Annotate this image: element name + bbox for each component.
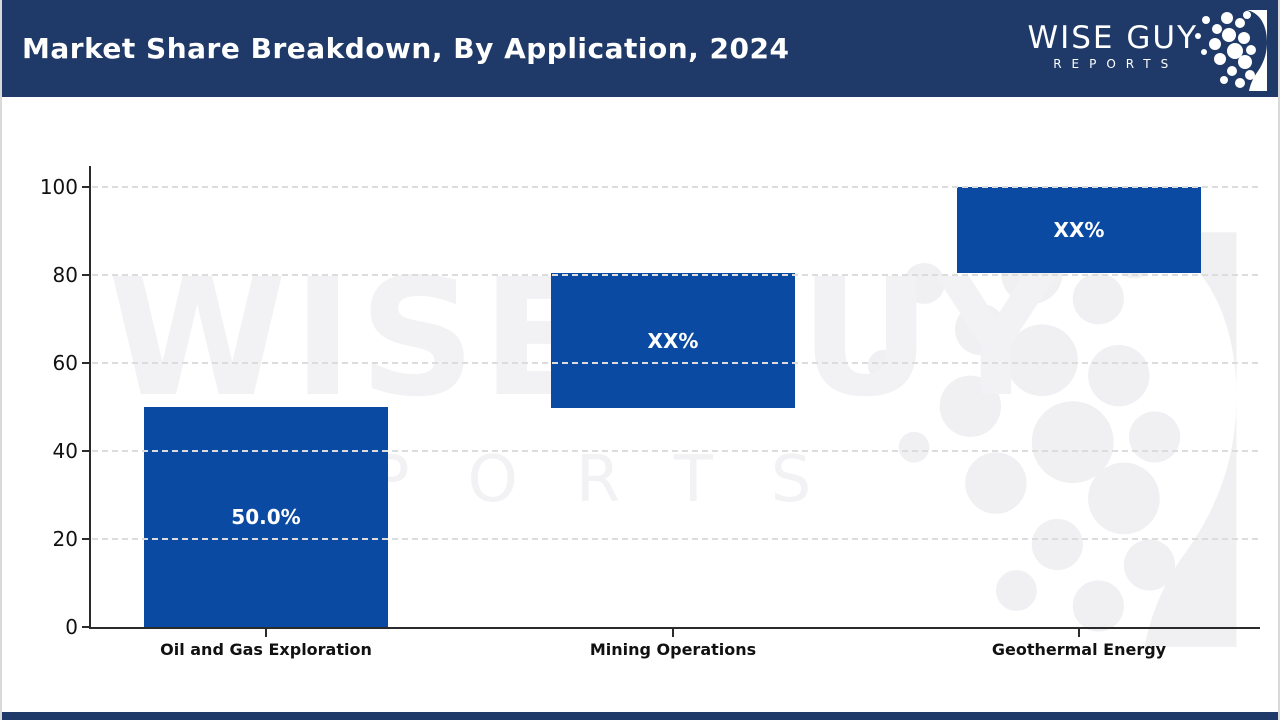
category-label-mining: Mining Operations [589,640,757,659]
y-axis-line [89,166,91,629]
gridline-80 [92,274,1258,276]
gridline-40 [92,450,1258,452]
y-tick [82,362,90,364]
bar-geothermal-energy: XX% [957,187,1201,273]
y-tick-label: 100 [39,175,78,199]
y-tick [82,450,90,452]
y-tick-label: 60 [52,351,78,375]
x-tick [672,629,674,637]
wiseguy-face-icon [1195,10,1267,91]
bar-value-label: XX% [647,328,699,353]
x-tick [265,629,267,637]
gridline-60 [92,362,1258,364]
y-tick-label: 0 [65,615,78,639]
logo-subtext: REPORTS [1053,56,1179,71]
page-title: Market Share Breakdown, By Application, … [22,32,790,65]
x-tick [1078,629,1080,637]
y-tick-label: 40 [52,439,78,463]
y-tick [82,538,90,540]
bar-value-label: XX% [1053,218,1105,242]
category-label-geothermal: Geothermal Energy [991,640,1167,659]
bar-mining-operations: XX% [551,273,795,408]
footer-bar [2,712,1278,720]
logo-wordmark: WISE GUY [1027,20,1198,56]
gridline-20 [92,538,1258,540]
gridline-100 [92,186,1258,188]
bar-value-label: 50.0% [231,505,301,529]
y-tick-label: 80 [52,263,78,287]
category-label-oil-and-gas: Oil and Gas Exploration [160,640,372,659]
y-tick [82,274,90,276]
y-tick [82,186,90,188]
bar-oil-and-gas-exploration: 50.0% [144,407,388,627]
y-tick-label: 20 [52,527,78,551]
wiseguy-logo: WISE GUY REPORTS [1018,6,1268,92]
header-bar: Market Share Breakdown, By Application, … [2,0,1278,97]
y-tick [82,626,90,628]
x-axis-line [89,627,1260,629]
